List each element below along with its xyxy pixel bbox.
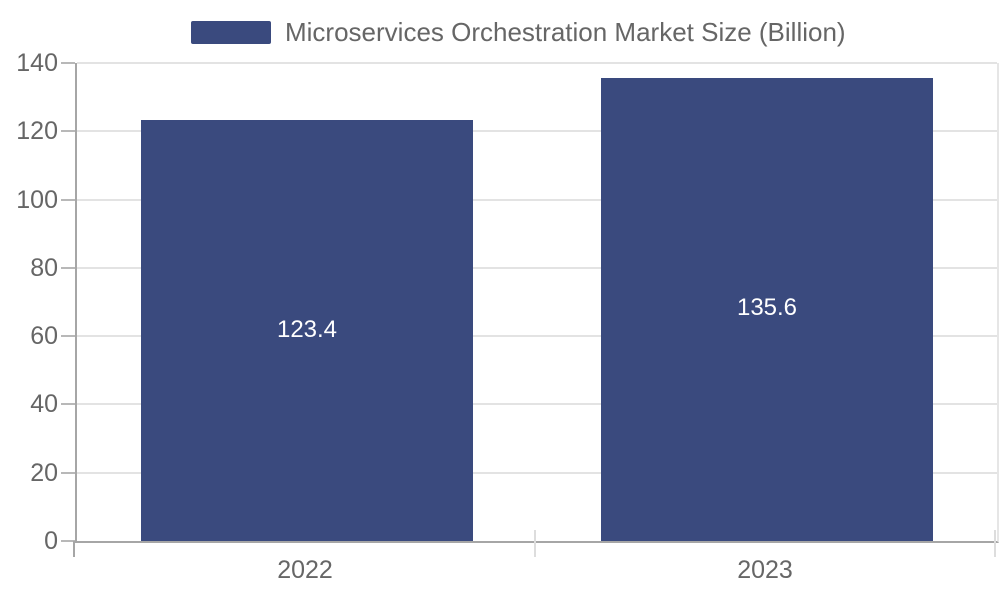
y-axis-label-80: 80 [30,253,58,282]
gridline-y-40 [77,403,997,406]
gridline-y-60 [77,335,997,338]
y-axis-tick [61,266,75,269]
bar-value-label-2022: 123.4 [276,316,338,343]
y-axis-label-120: 120 [16,117,58,146]
x-axis-label-2022: 2022 [277,556,333,584]
bar-2022[interactable]: 123.4 [141,120,473,541]
x-axis-boundary-tick [73,541,75,557]
y-axis-tick [61,403,75,406]
y-axis-tick [61,198,75,201]
y-axis-tick [61,62,75,64]
x-axis-boundary-tick [994,530,996,557]
bar-2023[interactable]: 135.6 [601,78,933,541]
legend-label: Microservices Orchestration Market Size … [285,17,846,47]
y-axis-label-40: 40 [30,390,58,419]
y-axis-tick [61,335,75,338]
y-axis-label-100: 100 [16,185,58,214]
y-axis-tick [61,540,75,542]
gridline-y-80 [77,266,997,269]
gridline-y-20 [77,471,997,474]
bar-value-label-2023: 135.6 [736,294,798,321]
y-axis-label-60: 60 [30,322,58,351]
plot-area: 123.4 135.6 [75,62,999,543]
gridline-y-120 [77,130,997,133]
gridline-y-140 [77,62,997,64]
legend-swatch-icon [191,21,271,44]
y-axis-label-20: 20 [30,458,58,487]
y-axis-label-140: 140 [16,49,58,77]
chart-legend[interactable]: Microservices Orchestration Market Size … [191,17,846,48]
gridline-y-100 [77,198,997,201]
y-axis-label-0: 0 [44,527,58,555]
x-axis-boundary-tick [534,530,536,557]
y-axis-tick [61,471,75,474]
y-axis-tick [61,130,75,133]
x-axis-label-2023: 2023 [737,556,793,584]
